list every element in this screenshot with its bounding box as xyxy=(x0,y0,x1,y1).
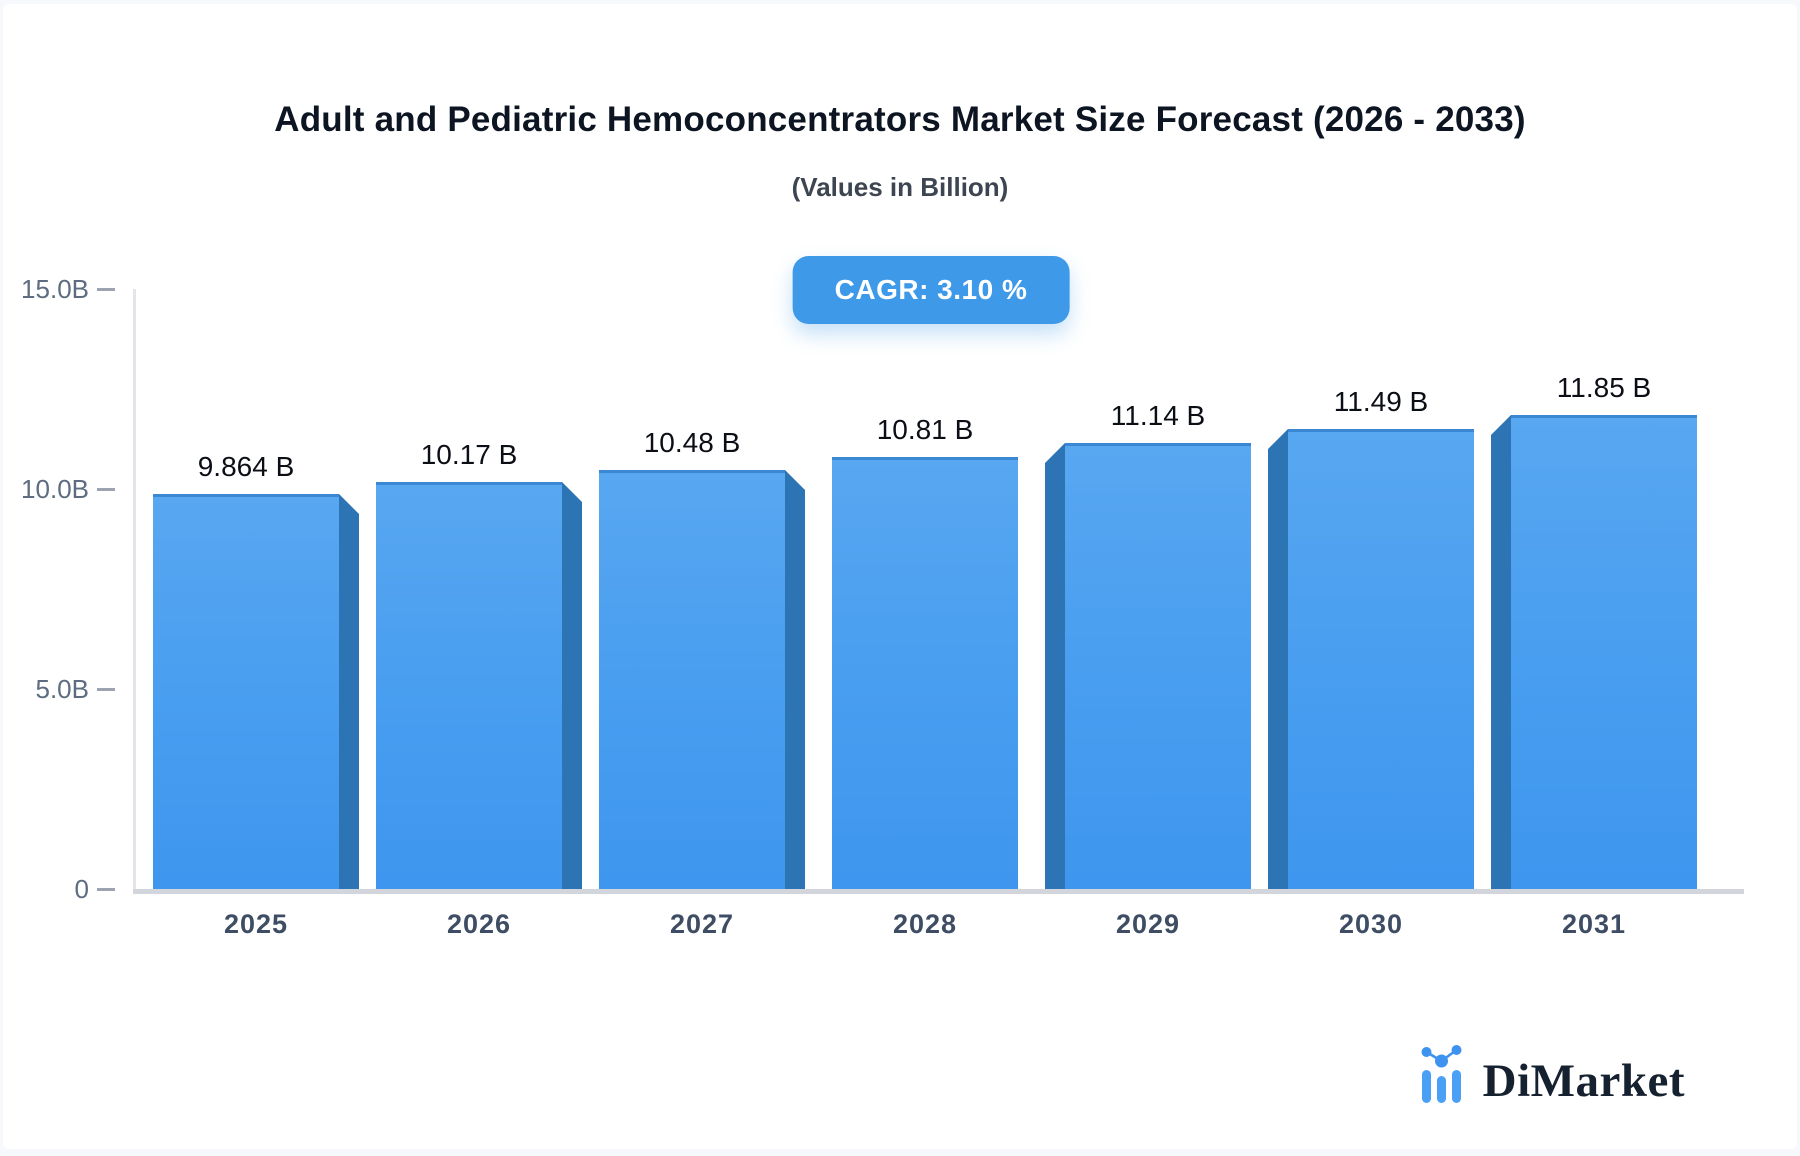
bar-value-label: 10.81 B xyxy=(876,414,974,445)
bar-face xyxy=(1065,443,1251,889)
chart-card: Adult and Pediatric Hemoconcentrators Ma… xyxy=(3,4,1797,1149)
x-axis-label: 2029 xyxy=(1115,909,1181,939)
y-axis-tick-label: 5.0B xyxy=(35,674,90,704)
dimarket-logo: DiMarket xyxy=(1420,1043,1685,1105)
bar-value-label: 10.17 B xyxy=(420,439,518,470)
bar-face xyxy=(1288,429,1474,889)
bar-face xyxy=(153,494,339,889)
page-title: Adult and Pediatric Hemoconcentrators Ma… xyxy=(274,100,1526,139)
bar-face xyxy=(599,470,785,889)
y-axis-tick-mark xyxy=(97,288,115,291)
x-axis-label: 2030 xyxy=(1338,909,1404,939)
x-axis-label: 2028 xyxy=(892,909,958,939)
bar-2025[interactable] xyxy=(153,494,359,889)
bar-value-label: 11.85 B xyxy=(1556,372,1652,403)
cagr-badge: CAGR: 3.10 % xyxy=(792,256,1070,324)
y-axis-tick-label: 0 xyxy=(74,874,89,904)
bar-2031[interactable] xyxy=(1491,415,1697,889)
bar-face xyxy=(832,457,1018,889)
dimarket-logo-text: DiMarket xyxy=(1482,1055,1685,1107)
y-axis-tick-mark xyxy=(97,888,115,891)
bar-2029[interactable] xyxy=(1045,443,1251,889)
x-axis-label: 2031 xyxy=(1561,909,1627,939)
bar-side-panel xyxy=(1045,443,1065,889)
page-subtitle: (Values in Billion) xyxy=(791,172,1009,202)
y-axis-line xyxy=(133,289,136,892)
y-axis-tick-mark xyxy=(97,488,115,491)
bar-side-panel xyxy=(1268,429,1288,889)
bar-value-label: 9.864 B xyxy=(197,451,295,482)
bar-side-panel xyxy=(1491,415,1511,889)
bar-2028[interactable] xyxy=(822,457,1028,889)
bar-face xyxy=(376,482,562,889)
bar-value-label: 11.49 B xyxy=(1333,386,1429,417)
plot-area: 15.0B 10.0B 5.0B 0 9.864 B 2025 10.17 B 2026 10.… xyxy=(3,274,1800,989)
bar-face xyxy=(1511,415,1697,889)
bar-value-label: 10.48 B xyxy=(643,427,741,458)
bar-2027[interactable] xyxy=(599,470,805,889)
bar-side-panel xyxy=(562,482,582,889)
bar-side-panel xyxy=(785,470,805,889)
bar-2030[interactable] xyxy=(1268,429,1474,889)
bar-side-panel xyxy=(339,494,359,889)
x-axis-label: 2026 xyxy=(446,909,512,939)
y-axis-tick-label: 15.0B xyxy=(21,274,89,304)
bar-value-label: 11.14 B xyxy=(1110,400,1206,431)
x-axis-line xyxy=(133,889,1744,894)
bar-2026[interactable] xyxy=(376,482,582,889)
x-axis-label: 2025 xyxy=(223,909,289,939)
x-axis-label: 2027 xyxy=(669,909,735,939)
dimarket-logo-icon xyxy=(1421,1045,1462,1103)
y-axis-tick-label: 10.0B xyxy=(21,474,89,504)
y-axis-tick-mark xyxy=(97,688,115,691)
